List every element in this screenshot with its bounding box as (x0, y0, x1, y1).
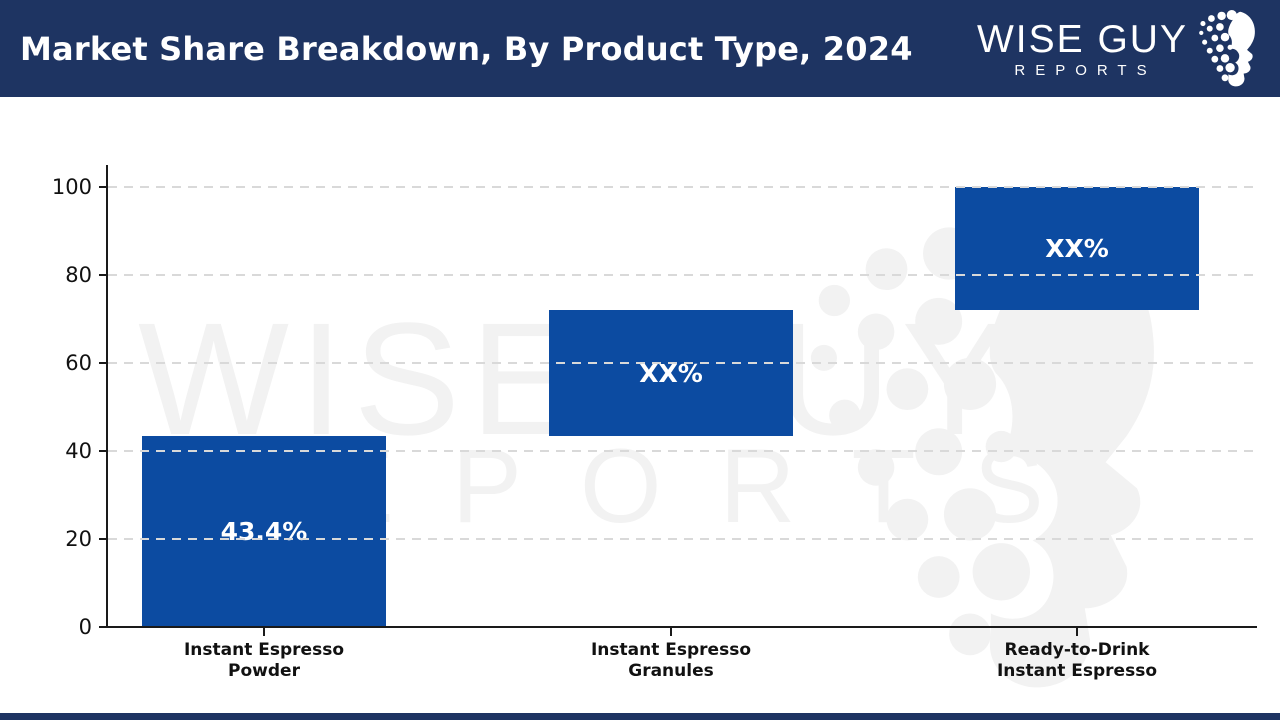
y-axis-tick-label: 0 (78, 615, 92, 639)
bar-ready-to-drink-instant-espresso: XX% (955, 187, 1199, 311)
y-axis-tick-mark (99, 362, 106, 364)
y-axis-tick-label: 100 (51, 175, 92, 199)
page-title: Market Share Breakdown, By Product Type,… (20, 29, 913, 68)
x-axis-line (106, 626, 1257, 628)
logo-text: WISE GUY REPORTS (977, 20, 1188, 78)
bar-value-label: 43.4% (220, 517, 308, 546)
x-axis-tick-mark (263, 628, 265, 636)
logo: WISE GUY REPORTS (977, 10, 1280, 88)
x-axis-category-label: Ready-to-Drink Instant Espresso (996, 640, 1158, 681)
header-bar: Market Share Breakdown, By Product Type,… (0, 0, 1280, 97)
x-axis-tick-mark (1076, 628, 1078, 636)
y-axis-tick-mark (99, 538, 106, 540)
bar-value-label: XX% (1045, 234, 1109, 264)
logo-wordmark: WISE GUY (976, 17, 1188, 61)
y-axis-line (106, 165, 108, 628)
dotted-head-logo-icon (1194, 10, 1256, 88)
gridline (108, 450, 1256, 452)
y-axis-tick-mark (99, 274, 106, 276)
y-axis-tick-mark (99, 186, 106, 188)
x-axis-tick-mark (670, 628, 672, 636)
gridline (108, 362, 1256, 364)
x-axis-category-label: Instant Espresso Granules (590, 640, 752, 681)
gridline (108, 274, 1256, 276)
y-axis-tick-label: 60 (65, 351, 92, 375)
x-axis-category-label: Instant Espresso Powder (183, 640, 345, 681)
y-axis-tick-label: 80 (65, 263, 92, 287)
gridline (108, 538, 1256, 540)
y-axis-tick-label: 20 (65, 527, 92, 551)
logo-subtitle: REPORTS (1014, 61, 1157, 79)
y-axis-tick-mark (99, 450, 106, 452)
y-axis-tick-label: 40 (65, 439, 92, 463)
y-axis-tick-mark (99, 626, 106, 628)
chart-area: WISE GUY REPORTS 0 20 40 60 80 100 43.4% XX% … (0, 97, 1280, 713)
bar-instant-espresso-granules: XX% (549, 310, 793, 437)
footer-bar (0, 713, 1280, 720)
bar-instant-espresso-powder: 43.4% (142, 436, 386, 627)
gridline (108, 186, 1256, 188)
